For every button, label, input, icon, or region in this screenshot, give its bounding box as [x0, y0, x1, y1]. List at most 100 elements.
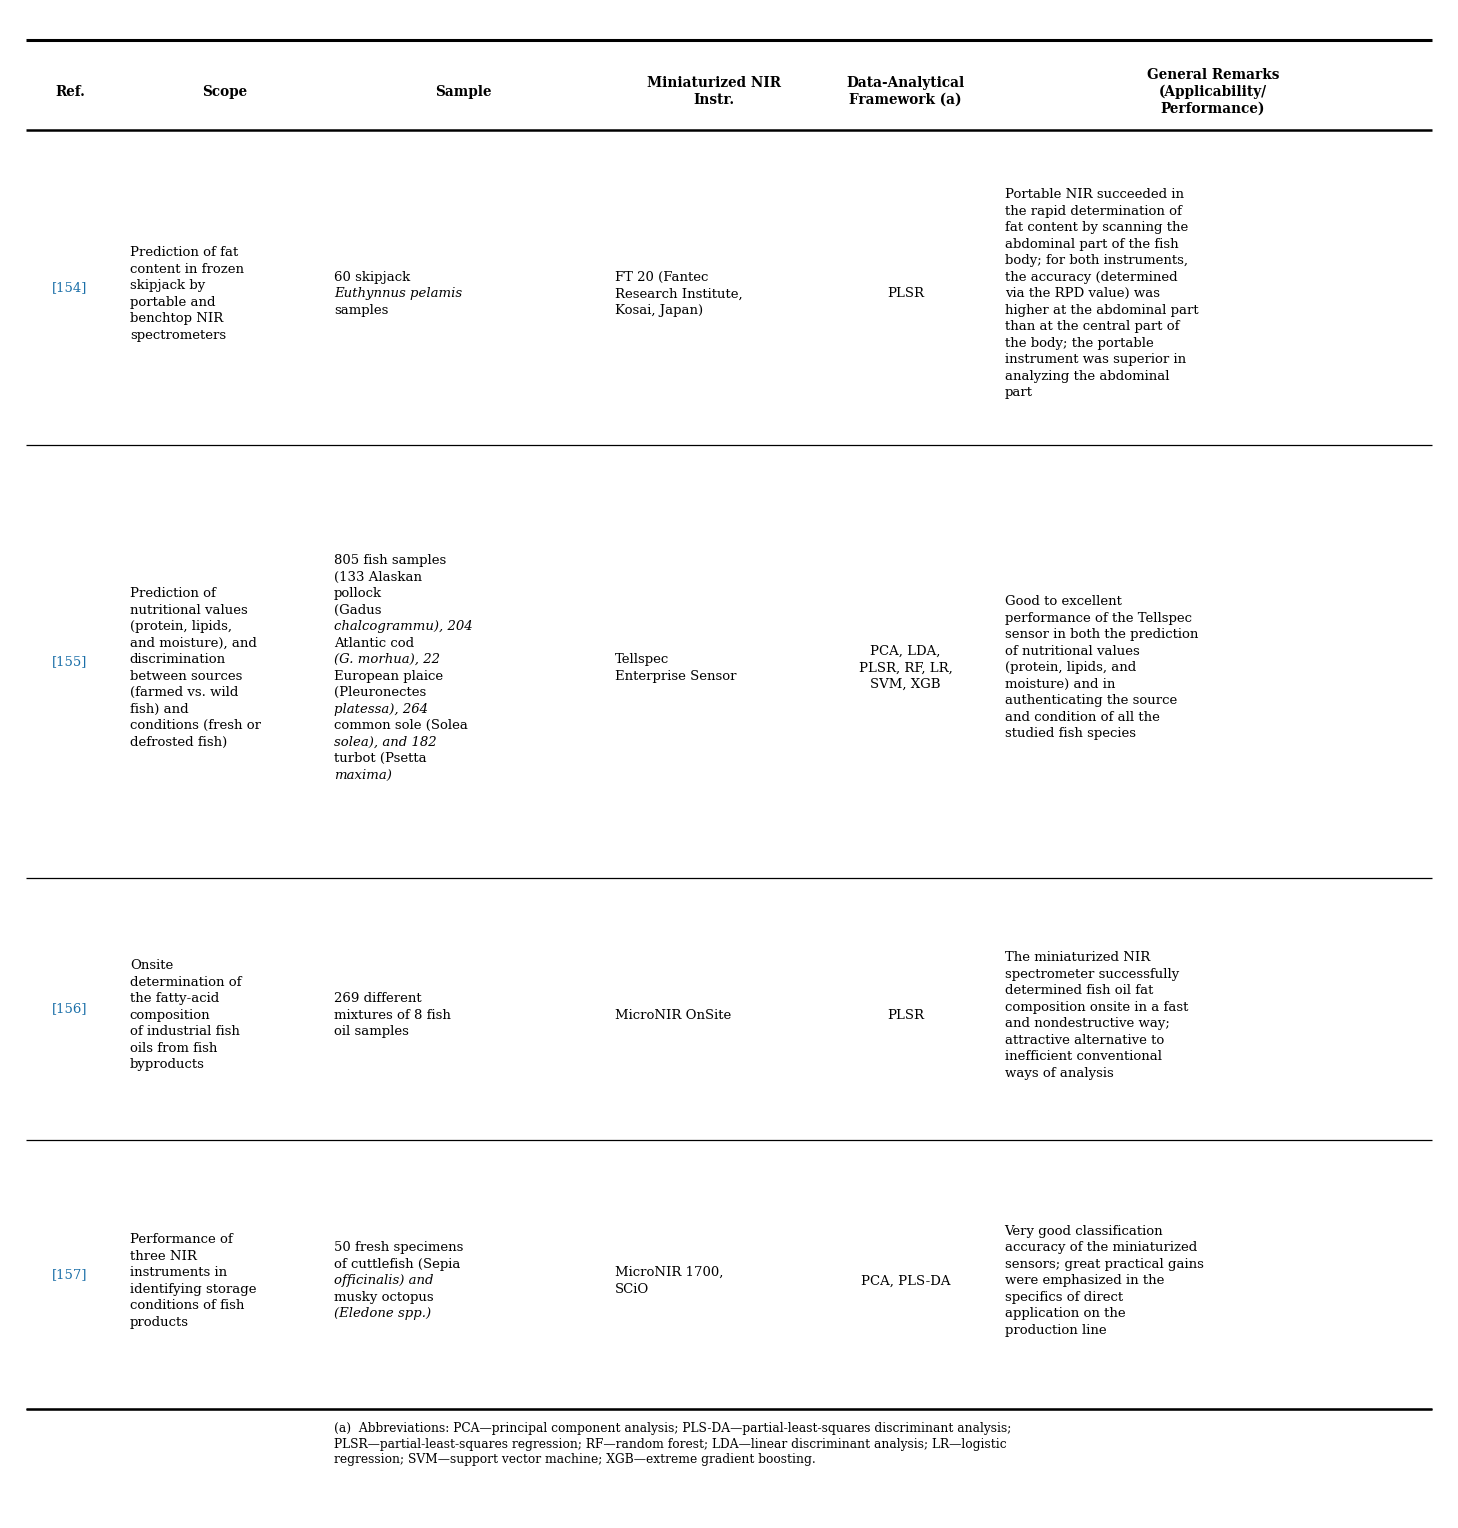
Text: Euthynnus pelamis: Euthynnus pelamis	[334, 287, 462, 301]
Text: platessa), 264: platessa), 264	[334, 703, 427, 715]
Text: PLSR: PLSR	[886, 287, 924, 301]
Text: conditions (fresh or: conditions (fresh or	[130, 720, 261, 732]
Text: PLSR, RF, LR,: PLSR, RF, LR,	[859, 662, 952, 674]
Text: fish) and: fish) and	[130, 703, 188, 715]
Text: Ref.: Ref.	[55, 84, 85, 99]
Text: studied fish species: studied fish species	[1005, 727, 1136, 740]
Text: benchtop NIR: benchtop NIR	[130, 312, 223, 325]
Text: 805 fish samples: 805 fish samples	[334, 555, 446, 567]
Text: application on the: application on the	[1005, 1308, 1126, 1320]
Text: [154]: [154]	[52, 281, 87, 293]
Text: PCA, LDA,: PCA, LDA,	[870, 645, 940, 659]
Text: SCiO: SCiO	[615, 1282, 649, 1296]
Text: PCA, PLS-DA: PCA, PLS-DA	[860, 1274, 951, 1287]
Text: Performance of: Performance of	[130, 1233, 232, 1247]
Text: Onsite: Onsite	[130, 960, 174, 972]
Text: pollock: pollock	[334, 587, 382, 601]
Text: skipjack by: skipjack by	[130, 280, 206, 292]
Text: (protein, lipids, and: (protein, lipids, and	[1005, 662, 1136, 674]
Text: (Eledone spp.): (Eledone spp.)	[334, 1308, 432, 1320]
Text: Portable NIR succeeded in: Portable NIR succeeded in	[1005, 188, 1184, 202]
Text: and nondestructive way;: and nondestructive way;	[1005, 1018, 1169, 1030]
Text: Good to excellent: Good to excellent	[1005, 596, 1121, 608]
Text: nutritional values: nutritional values	[130, 604, 248, 617]
Text: and moisture), and: and moisture), and	[130, 637, 257, 649]
Text: FT 20 (Fantec: FT 20 (Fantec	[615, 270, 709, 284]
Text: PLSR: PLSR	[886, 1008, 924, 1022]
Text: the body; the portable: the body; the portable	[1005, 336, 1153, 350]
Text: were emphasized in the: were emphasized in the	[1005, 1274, 1163, 1287]
Text: identifying storage: identifying storage	[130, 1282, 257, 1296]
Text: specifics of direct: specifics of direct	[1005, 1291, 1123, 1303]
Text: (Applicability/: (Applicability/	[1159, 84, 1267, 99]
Text: authenticating the source: authenticating the source	[1005, 694, 1177, 707]
Text: attractive alternative to: attractive alternative to	[1005, 1033, 1163, 1047]
Text: conditions of fish: conditions of fish	[130, 1299, 243, 1313]
Text: Framework (a): Framework (a)	[849, 93, 962, 107]
Text: performance of the Tellspec: performance of the Tellspec	[1005, 611, 1191, 625]
Text: portable and: portable and	[130, 295, 216, 309]
Text: Very good classification: Very good classification	[1005, 1225, 1163, 1238]
Text: solea), and 182: solea), and 182	[334, 735, 436, 749]
Text: part: part	[1005, 387, 1032, 399]
Text: spectrometer successfully: spectrometer successfully	[1005, 967, 1180, 981]
Text: determined fish oil fat: determined fish oil fat	[1005, 984, 1153, 998]
Text: Tellspec: Tellspec	[615, 652, 669, 666]
Text: The miniaturized NIR: The miniaturized NIR	[1005, 950, 1150, 964]
Text: the rapid determination of: the rapid determination of	[1005, 205, 1181, 219]
Text: oil samples: oil samples	[334, 1025, 408, 1039]
Text: content in frozen: content in frozen	[130, 263, 243, 275]
Text: products: products	[130, 1316, 188, 1328]
Text: Scope: Scope	[203, 84, 246, 99]
Text: mixtures of 8 fish: mixtures of 8 fish	[334, 1008, 451, 1022]
Text: three NIR: three NIR	[130, 1250, 197, 1262]
Text: ways of analysis: ways of analysis	[1005, 1067, 1114, 1079]
Text: MicroNIR OnSite: MicroNIR OnSite	[615, 1008, 732, 1022]
Text: chalcogrammu), 204: chalcogrammu), 204	[334, 620, 472, 633]
Text: (Pleuronectes: (Pleuronectes	[334, 686, 426, 700]
Text: samples: samples	[334, 304, 388, 316]
Text: of industrial fish: of industrial fish	[130, 1025, 239, 1039]
Text: oils from fish: oils from fish	[130, 1042, 217, 1054]
Text: Research Institute,: Research Institute,	[615, 287, 744, 301]
Text: officinalis) and: officinalis) and	[334, 1274, 433, 1287]
Text: between sources: between sources	[130, 669, 242, 683]
Text: 50 fresh specimens: 50 fresh specimens	[334, 1241, 464, 1254]
Text: General Remarks: General Remarks	[1147, 67, 1279, 81]
Text: determination of: determination of	[130, 976, 241, 989]
Text: abdominal part of the fish: abdominal part of the fish	[1005, 238, 1178, 251]
Text: via the RPD value) was: via the RPD value) was	[1005, 287, 1159, 301]
Text: Miniaturized NIR: Miniaturized NIR	[647, 76, 781, 90]
Text: Atlantic cod: Atlantic cod	[334, 637, 414, 649]
Text: regression; SVM—support vector machine; XGB—extreme gradient boosting.: regression; SVM—support vector machine; …	[334, 1453, 815, 1465]
Text: sensors; great practical gains: sensors; great practical gains	[1005, 1258, 1203, 1271]
Text: Data-Analytical: Data-Analytical	[846, 76, 965, 90]
Text: PLSR—partial-least-squares regression; RF—random forest; LDA—linear discriminant: PLSR—partial-least-squares regression; R…	[334, 1438, 1006, 1450]
Text: (protein, lipids,: (protein, lipids,	[130, 620, 232, 633]
Text: inefficient conventional: inefficient conventional	[1005, 1050, 1162, 1063]
Text: production line: production line	[1005, 1323, 1107, 1337]
Text: instrument was superior in: instrument was superior in	[1005, 353, 1185, 367]
Text: Performance): Performance)	[1161, 102, 1266, 116]
Text: musky octopus: musky octopus	[334, 1291, 433, 1303]
Text: defrosted fish): defrosted fish)	[130, 735, 227, 749]
Text: Sample: Sample	[436, 84, 491, 99]
Text: the fatty-acid: the fatty-acid	[130, 992, 219, 1005]
Text: byproducts: byproducts	[130, 1059, 204, 1071]
Text: composition onsite in a fast: composition onsite in a fast	[1005, 1001, 1188, 1013]
Text: Instr.: Instr.	[694, 93, 735, 107]
Text: Enterprise Sensor: Enterprise Sensor	[615, 669, 736, 683]
Text: sensor in both the prediction: sensor in both the prediction	[1005, 628, 1198, 642]
Text: turbot (Psetta: turbot (Psetta	[334, 752, 427, 766]
Text: (farmed vs. wild: (farmed vs. wild	[130, 686, 238, 700]
Text: Kosai, Japan): Kosai, Japan)	[615, 304, 703, 316]
Text: Prediction of fat: Prediction of fat	[130, 246, 238, 260]
Text: Prediction of: Prediction of	[130, 587, 216, 601]
Text: (Gadus: (Gadus	[334, 604, 382, 617]
Text: maxima): maxima)	[334, 769, 392, 781]
Text: instruments in: instruments in	[130, 1267, 227, 1279]
Text: spectrometers: spectrometers	[130, 329, 226, 342]
Text: (a)  Abbreviations: PCA—principal component analysis; PLS-DA—partial-least-squar: (a) Abbreviations: PCA—principal compone…	[334, 1423, 1012, 1435]
Text: MicroNIR 1700,: MicroNIR 1700,	[615, 1267, 723, 1279]
Text: (133 Alaskan: (133 Alaskan	[334, 570, 421, 584]
